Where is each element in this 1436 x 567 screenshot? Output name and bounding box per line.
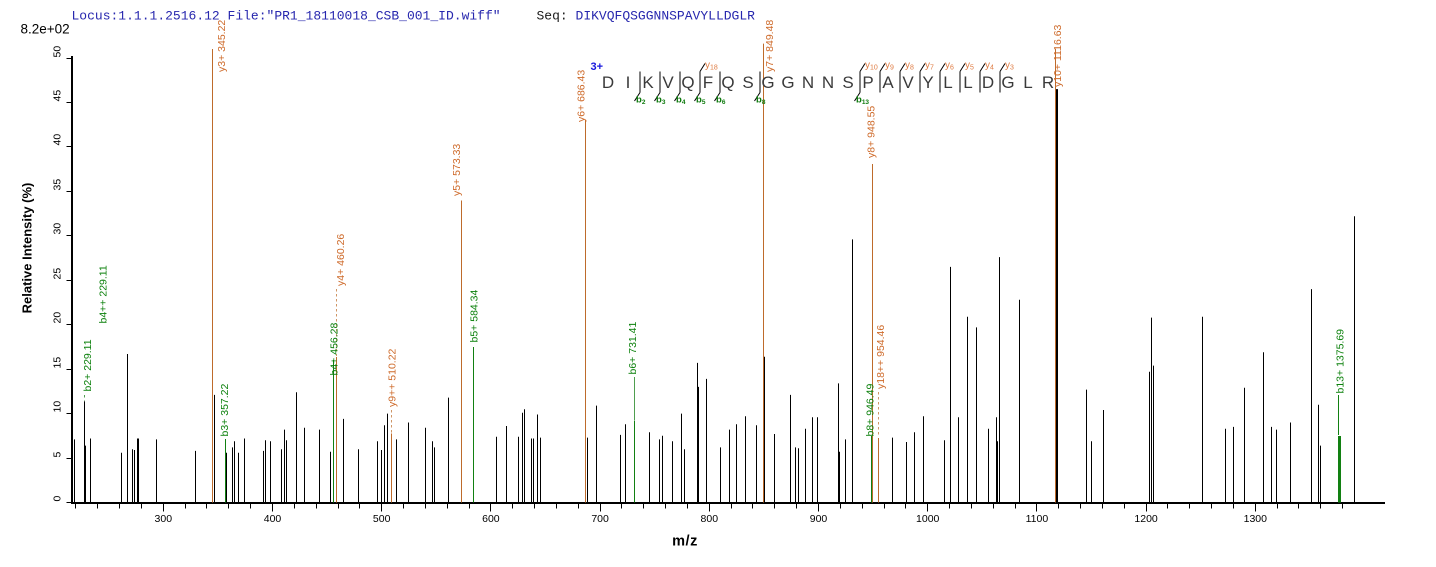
svg-text:y8: y8 xyxy=(905,60,914,72)
svg-text:y7+ 849.48: y7+ 849.48 xyxy=(764,20,776,72)
svg-text:900: 900 xyxy=(810,513,828,525)
svg-text:40: 40 xyxy=(52,134,64,146)
svg-text:800: 800 xyxy=(701,513,719,525)
svg-text:20: 20 xyxy=(52,312,64,324)
svg-text:25: 25 xyxy=(52,268,64,280)
svg-text:y9++ 510.22: y9++ 510.22 xyxy=(387,348,399,407)
svg-text:b5: b5 xyxy=(696,95,706,107)
svg-text:P: P xyxy=(862,73,873,92)
svg-text:b4++ 229.11: b4++ 229.11 xyxy=(98,265,110,323)
svg-text:S: S xyxy=(742,73,753,92)
svg-text:y9: y9 xyxy=(885,60,894,72)
svg-text:0: 0 xyxy=(52,496,64,502)
svg-text:S: S xyxy=(842,73,853,92)
svg-text:b2: b2 xyxy=(636,95,646,107)
svg-text:b8: b8 xyxy=(756,95,766,107)
svg-text:600: 600 xyxy=(482,513,500,525)
svg-text:35: 35 xyxy=(52,179,64,191)
svg-text:b3+ 357.22: b3+ 357.22 xyxy=(219,383,231,436)
svg-text:b6+ 731.41: b6+ 731.41 xyxy=(627,321,639,374)
svg-text:y5: y5 xyxy=(965,60,974,72)
svg-text:b4+ 456.28: b4+ 456.28 xyxy=(329,322,341,375)
svg-text:y10+ 1116.63: y10+ 1116.63 xyxy=(1052,24,1064,87)
svg-text:b3: b3 xyxy=(656,95,666,107)
svg-text:y18++ 954.46: y18++ 954.46 xyxy=(875,325,887,389)
svg-text:b13+ 1375.69: b13+ 1375.69 xyxy=(1335,329,1347,394)
svg-text:1200: 1200 xyxy=(1134,513,1158,525)
svg-text:V: V xyxy=(662,73,674,92)
svg-text:F: F xyxy=(703,73,713,92)
svg-text:8.2e+02: 8.2e+02 xyxy=(21,22,70,37)
svg-text:15: 15 xyxy=(52,357,64,369)
svg-text:b4: b4 xyxy=(676,95,686,107)
svg-text:R: R xyxy=(1042,73,1054,92)
svg-text:Q: Q xyxy=(721,73,734,92)
svg-text:700: 700 xyxy=(591,513,609,525)
svg-text:5: 5 xyxy=(52,452,64,458)
svg-text:1300: 1300 xyxy=(1244,513,1268,525)
svg-text:L: L xyxy=(1023,73,1032,92)
svg-text:m/z: m/z xyxy=(672,534,698,550)
svg-text:G: G xyxy=(761,73,774,92)
svg-text:b5+ 584.34: b5+ 584.34 xyxy=(469,289,481,342)
svg-text:A: A xyxy=(882,73,894,92)
svg-text:Relative Intensity (%): Relative Intensity (%) xyxy=(20,183,35,314)
svg-text:K: K xyxy=(642,73,654,92)
svg-text:y4+ 460.26: y4+ 460.26 xyxy=(335,234,347,286)
svg-text:G: G xyxy=(781,73,794,92)
svg-text:L: L xyxy=(963,73,972,92)
svg-text:N: N xyxy=(802,73,814,92)
svg-text:Locus:1.1.1.2516.12 File:"PR1_: Locus:1.1.1.2516.12 File:"PR1_18110018_C… xyxy=(72,9,501,24)
svg-text:400: 400 xyxy=(264,513,282,525)
svg-text:300: 300 xyxy=(155,513,173,525)
svg-text:y8+ 948.55: y8+ 948.55 xyxy=(866,106,878,158)
svg-text:y6: y6 xyxy=(945,60,954,72)
svg-text:1100: 1100 xyxy=(1026,513,1049,525)
svg-text:y3+ 345.22: y3+ 345.22 xyxy=(216,20,228,72)
svg-text:D: D xyxy=(982,73,994,92)
svg-text:G: G xyxy=(1001,73,1014,92)
svg-text:500: 500 xyxy=(373,513,391,525)
svg-text:y18: y18 xyxy=(705,60,718,72)
svg-text:y7: y7 xyxy=(925,60,934,72)
svg-text:10: 10 xyxy=(52,401,64,413)
svg-text:V: V xyxy=(902,73,914,92)
svg-text:Y: Y xyxy=(922,73,933,92)
svg-text:y5+ 573.33: y5+ 573.33 xyxy=(451,144,463,196)
svg-text:Q: Q xyxy=(681,73,694,92)
svg-text:b6: b6 xyxy=(716,95,726,107)
svg-text:I: I xyxy=(626,73,631,92)
svg-text:3+: 3+ xyxy=(590,61,603,73)
svg-text:L: L xyxy=(943,73,952,92)
svg-text:y6+ 686.43: y6+ 686.43 xyxy=(576,70,588,122)
svg-text:Seq: DIKVQFQSGGNNSPAVYLLDGLR: Seq: DIKVQFQSGGNNSPAVYLLDGLR xyxy=(537,9,756,24)
svg-text:y3: y3 xyxy=(1005,60,1014,72)
svg-text:b13: b13 xyxy=(856,95,869,107)
svg-text:50: 50 xyxy=(52,46,64,58)
svg-text:y4: y4 xyxy=(985,60,994,72)
svg-text:D: D xyxy=(602,73,614,92)
svg-text:30: 30 xyxy=(52,223,64,235)
svg-text:1000: 1000 xyxy=(916,513,940,525)
svg-text:b8+ 946.49: b8+ 946.49 xyxy=(865,383,877,436)
svg-text:N: N xyxy=(822,73,834,92)
svg-text:b2+ 229.11: b2+ 229.11 xyxy=(82,339,94,391)
svg-text:y10: y10 xyxy=(865,60,878,72)
svg-text:45: 45 xyxy=(52,90,64,102)
